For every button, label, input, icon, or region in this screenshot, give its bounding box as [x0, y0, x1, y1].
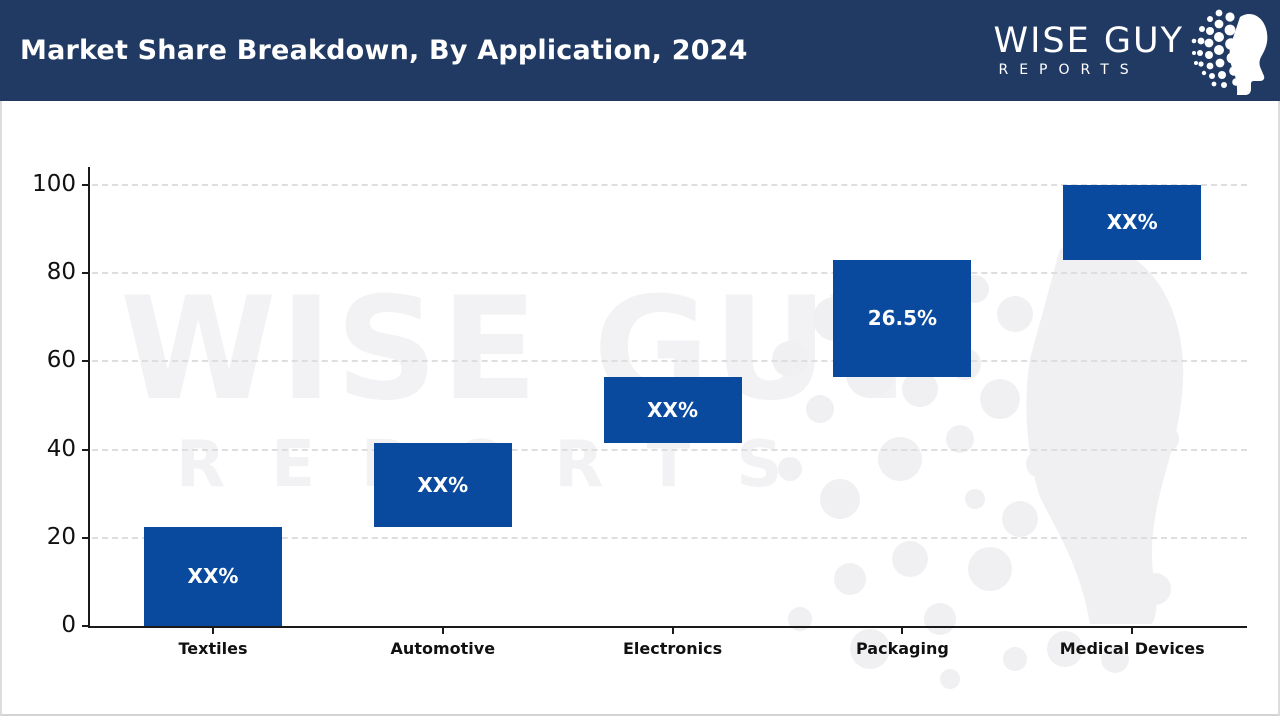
- gridline-20: [92, 536, 1247, 539]
- logo-wordmark-line1: WISE GUY: [993, 21, 1184, 61]
- y-tick-40: [82, 448, 90, 451]
- bar-label-automotive: XX%: [417, 472, 469, 497]
- bar-automotive: XX%: [373, 442, 512, 527]
- gridline-100: [92, 184, 1247, 186]
- bar-label-packaging: 26.5%: [867, 306, 938, 331]
- bar-packaging: 26.5%: [833, 259, 972, 377]
- logo-face-icon: [1191, 9, 1268, 95]
- watermark-face-dots-icon: [772, 244, 1184, 689]
- logo-wordmark-line2: REPORTS: [998, 62, 1140, 78]
- x-tick-label-medical-devices: Medical Devices: [1059, 639, 1205, 658]
- logo-wordmark: WISE GUY REPORTS: [993, 21, 1184, 78]
- bar-label-electronics: XX%: [647, 397, 699, 422]
- y-tick-label-0: 0: [61, 612, 76, 638]
- x-tick-packaging: [901, 628, 904, 634]
- page-title: Market Share Breakdown, By Application, …: [20, 35, 748, 66]
- watermark-line1: WISE GUY: [120, 267, 937, 432]
- y-tick-20: [82, 536, 90, 539]
- y-tick-label-20: 20: [46, 523, 76, 550]
- x-tick-medical-devices: [1131, 628, 1134, 634]
- x-tick-label-automotive: Automotive: [390, 639, 496, 658]
- gridline-40: [92, 448, 1247, 451]
- x-tick-electronics: [671, 628, 674, 634]
- x-tick-automotive: [441, 628, 444, 634]
- y-axis: [88, 167, 90, 628]
- gridline-60: [92, 360, 1247, 363]
- y-tick-label-80: 80: [46, 259, 76, 286]
- brand-logo: WISE GUY REPORTS: [993, 7, 1270, 95]
- x-tick-label-textiles: Textiles: [178, 639, 248, 658]
- x-tick-label-electronics: Electronics: [623, 639, 723, 658]
- x-axis: [88, 626, 1247, 628]
- watermark-text: WISE GUY REPORTS: [120, 267, 937, 498]
- y-tick-100: [82, 184, 90, 186]
- y-tick-label-100: 100: [32, 171, 76, 197]
- x-tick-label-packaging: Packaging: [855, 639, 949, 658]
- chart-canvas: WISE GUY REPORTS 0 20 40 60 80 100 Textiles XX%…: [0, 101, 1280, 716]
- bar-electronics: XX%: [603, 376, 742, 443]
- x-tick-textiles: [212, 628, 214, 634]
- bar-medical-devices: XX%: [1063, 185, 1202, 260]
- y-tick-80: [82, 272, 90, 275]
- gridline-80: [92, 272, 1247, 275]
- bar-label-textiles: XX%: [187, 564, 239, 589]
- bar-label-medical-devices: XX%: [1106, 210, 1158, 235]
- header-banner: Market Share Breakdown, By Application, …: [0, 0, 1280, 101]
- y-tick-60: [82, 360, 90, 363]
- y-tick-label-60: 60: [46, 347, 76, 374]
- bar-textiles: XX%: [144, 526, 282, 626]
- y-tick-label-40: 40: [46, 435, 76, 462]
- y-tick-0: [82, 625, 90, 627]
- watermark-line2: REPORTS: [176, 433, 937, 497]
